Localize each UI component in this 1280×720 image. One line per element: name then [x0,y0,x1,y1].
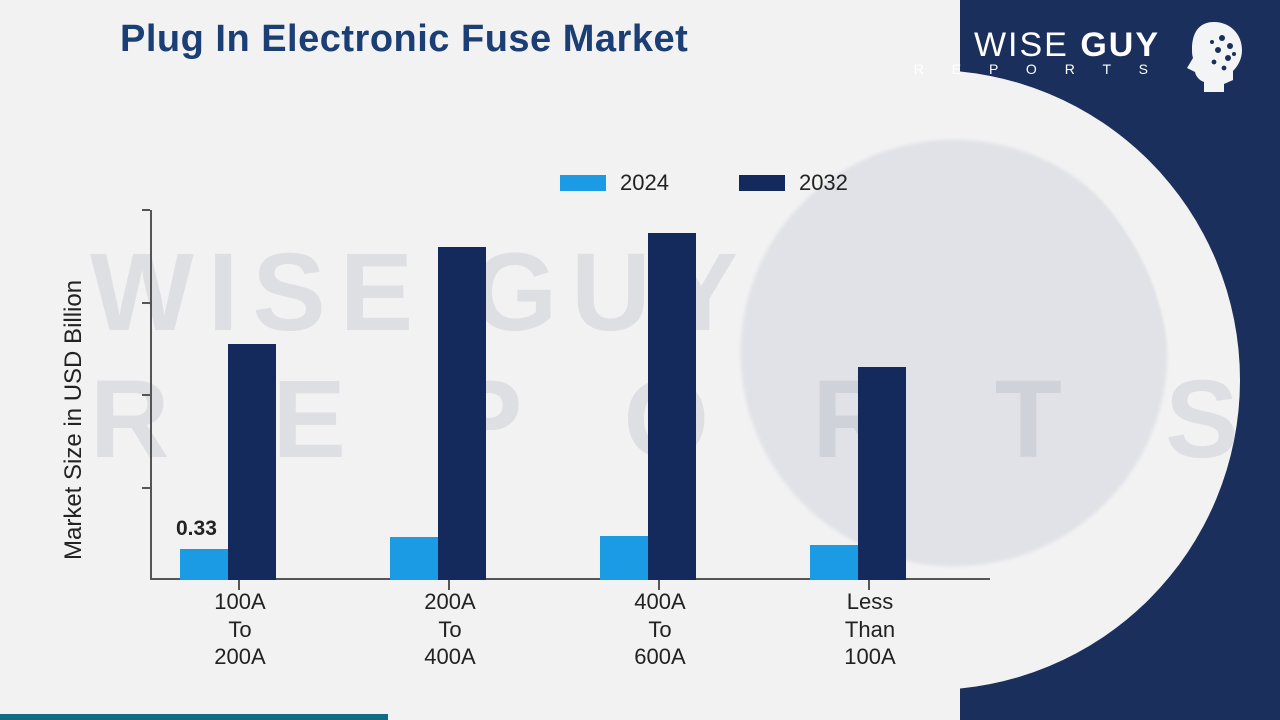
brand-subline: R E P O R T S [914,61,1160,77]
x-category-label: LessThan100A [790,580,950,671]
bar-2024 [390,537,438,580]
legend-swatch-2032 [739,175,785,191]
brand-word-2: GUY [1080,26,1160,64]
x-category-label: 400ATo600A [580,580,740,671]
bar-2032 [648,233,696,580]
y-tick [142,209,150,211]
bar-2024 [600,536,648,580]
legend-label-2032: 2032 [799,170,848,196]
plot-area: 0.33100ATo200A200ATo400A400ATo600ALessTh… [150,210,990,580]
legend-swatch-2024 [560,175,606,191]
y-axis-line [150,210,152,580]
y-tick [142,394,150,396]
bar-value-label: 0.33 [176,517,217,541]
bar-2032 [438,247,486,580]
bar-2032 [858,367,906,580]
legend-item-2024: 2024 [560,170,669,196]
chart-title: Plug In Electronic Fuse Market [120,18,688,61]
brand-word-1: WISE [974,26,1069,64]
legend: 2024 2032 [560,170,848,196]
x-category-label: 200ATo400A [370,580,530,671]
y-axis-label: Market Size in USD Billion [60,280,88,560]
y-tick [142,487,150,489]
brand-logo: WISE GUY R E P O R T S [914,26,1160,77]
bar-2024 [180,549,228,580]
brand-head-icon [1178,18,1248,104]
bar-2032 [228,344,276,580]
legend-label-2024: 2024 [620,170,669,196]
y-tick [142,302,150,304]
x-category-label: 100ATo200A [160,580,320,671]
legend-item-2032: 2032 [739,170,848,196]
footer-accent-bar [0,714,388,720]
bar-2024 [810,545,858,580]
chart-canvas: WISE GUY R E P O R T S Plug In Electroni… [0,0,1280,720]
